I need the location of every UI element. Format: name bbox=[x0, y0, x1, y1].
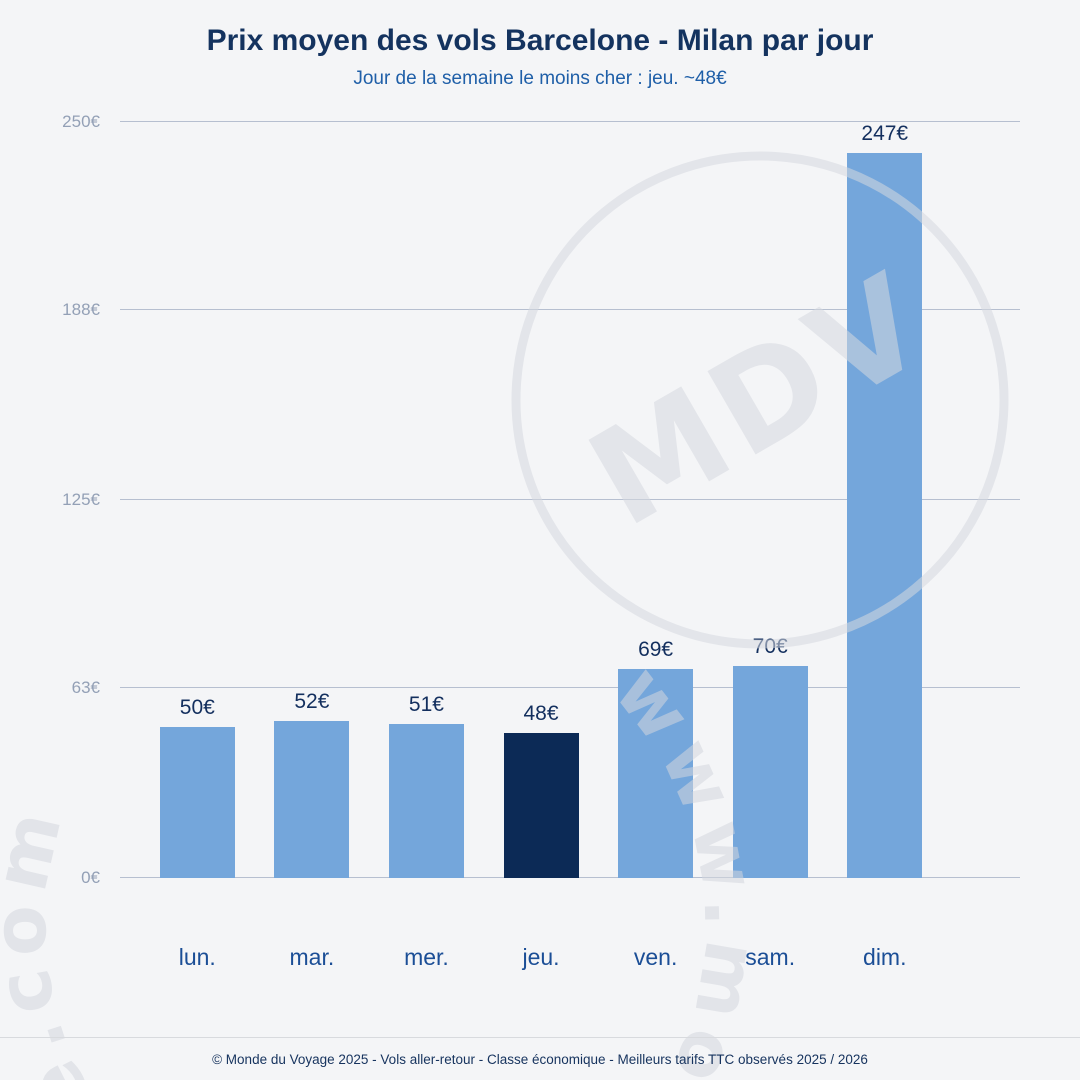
bars-row: 50€ 52€ 51€ 48€ 69€ 70€ 247€ bbox=[120, 122, 1020, 878]
bar-column: 247€ bbox=[827, 122, 942, 878]
bar-column: 51€ bbox=[369, 122, 484, 878]
y-tick-label: 125€ bbox=[62, 490, 100, 509]
bar-value-label: 247€ bbox=[861, 122, 909, 145]
x-axis-label: lun. bbox=[178, 944, 216, 970]
bar-value-label: 70€ bbox=[752, 635, 788, 659]
x-axis-labels: lun. mar. mer. jeu. ven. sam. dim. bbox=[120, 944, 1020, 971]
y-tick-label: 250€ bbox=[62, 112, 100, 131]
bar-column: 69€ bbox=[598, 122, 713, 878]
y-tick-label: 0€ bbox=[81, 868, 100, 887]
bar bbox=[159, 726, 235, 878]
chart-subtitle: Jour de la semaine le moins cher : jeu. … bbox=[353, 68, 727, 89]
gridline bbox=[120, 121, 1020, 122]
bar bbox=[732, 666, 808, 878]
plot-area: 0€ 63€ 125€ 188€ 250€ 50€ 52€ 51€ 48€ 69€ 70€ 247€ bbox=[62, 112, 1020, 887]
bar-column: 52€ bbox=[255, 122, 370, 878]
bar bbox=[618, 669, 694, 878]
bar bbox=[847, 153, 923, 878]
x-axis-label: jeu. bbox=[522, 944, 560, 970]
bar-column: 48€ bbox=[484, 122, 599, 878]
chart-header: Prix moyen des vols Barcelone - Milan pa… bbox=[0, 0, 1080, 90]
x-axis-label: mer. bbox=[404, 944, 449, 970]
footer-text: © Monde du Voyage 2025 - Vols aller-reto… bbox=[212, 1051, 868, 1067]
bar-column: 50€ bbox=[140, 122, 255, 878]
bar-value-label: 48€ bbox=[523, 701, 559, 725]
x-axis-label: sam. bbox=[745, 944, 796, 970]
y-tick-label: 63€ bbox=[71, 677, 100, 697]
gridline bbox=[120, 686, 1020, 688]
bar-column: 70€ bbox=[713, 122, 828, 878]
bar bbox=[388, 723, 464, 878]
x-axis-label: ven. bbox=[633, 944, 678, 970]
bar-value-label: 52€ bbox=[294, 689, 330, 713]
chart-title: Prix moyen des vols Barcelone - Milan pa… bbox=[206, 24, 874, 57]
y-tick-label: 188€ bbox=[62, 299, 100, 319]
bar-value-label: 69€ bbox=[638, 638, 674, 662]
x-axis-label: mar. bbox=[289, 944, 335, 970]
bar-value-label: 50€ bbox=[179, 695, 215, 719]
bar bbox=[503, 732, 579, 878]
footer: © Monde du Voyage 2025 - Vols aller-reto… bbox=[0, 1037, 1080, 1080]
x-axis-label: dim. bbox=[863, 944, 907, 970]
bar bbox=[274, 720, 350, 878]
bar-value-label: 51€ bbox=[408, 692, 444, 716]
